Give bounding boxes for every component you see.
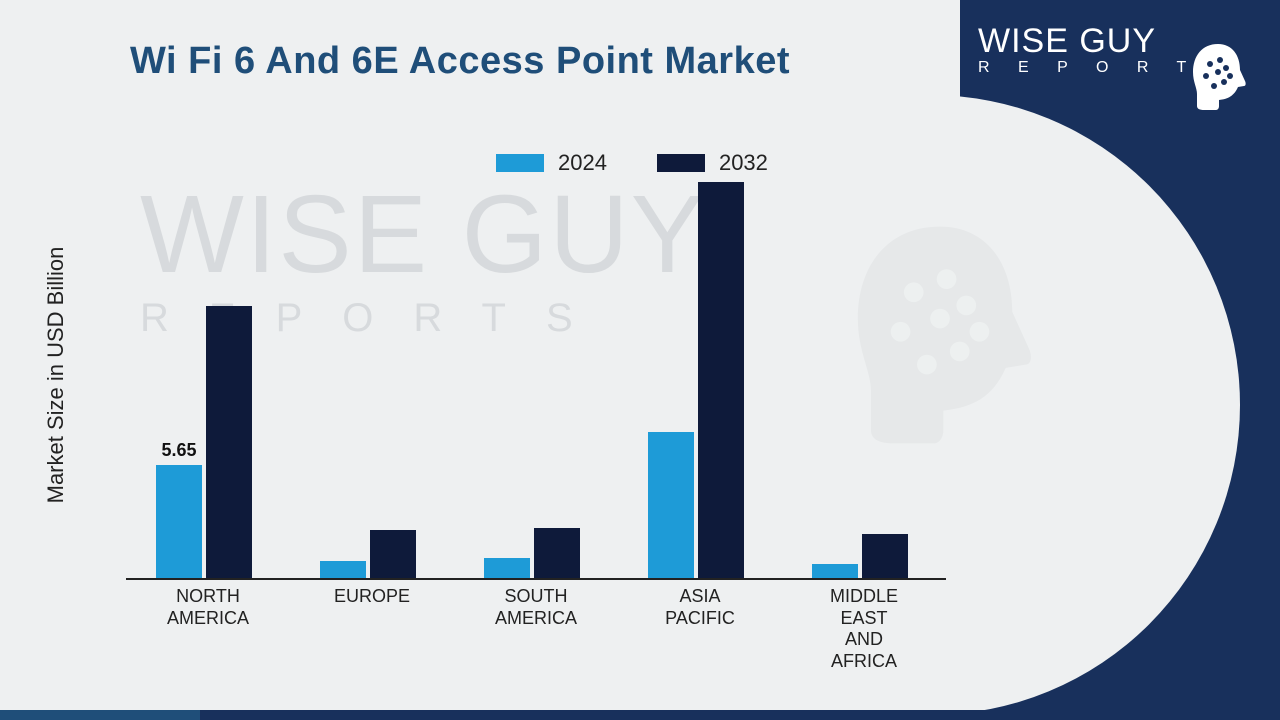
bar-2024 (320, 561, 366, 578)
brand-main-text: WISE GUY (978, 22, 1156, 61)
bar-2032 (370, 530, 416, 578)
figure-canvas: Wi Fi 6 And 6E Access Point Market WISE … (0, 0, 1280, 720)
legend-label-2032: 2032 (719, 150, 768, 176)
chart-title: Wi Fi 6 And 6E Access Point Market (130, 40, 790, 83)
bar-chart: Market Size in USD Billion 2024 2032 5.6… (66, 150, 946, 600)
bar-2024 (648, 432, 694, 578)
category-label: MIDDLEEASTANDAFRICA (782, 586, 946, 672)
y-axis-label: Market Size in USD Billion (43, 247, 69, 504)
plot-area: 5.65NORTHAMERICAEUROPESOUTHAMERICAASIAPA… (126, 180, 946, 580)
legend-swatch-2032 (657, 154, 705, 172)
bottom-strip-accent (0, 710, 200, 720)
bar-2024 (484, 558, 530, 578)
head-icon (1188, 42, 1248, 112)
bar-2024 (156, 465, 202, 578)
legend-label-2024: 2024 (558, 150, 607, 176)
category-label: NORTHAMERICA (126, 586, 290, 629)
legend-item-2024: 2024 (496, 150, 607, 176)
brand-logo: WISE GUY R E P O R T S (978, 22, 1258, 77)
bar-value-label: 5.65 (149, 440, 209, 461)
category-label: SOUTHAMERICA (454, 586, 618, 629)
legend-swatch-2024 (496, 154, 544, 172)
bar-2032 (534, 528, 580, 578)
category-label: ASIAPACIFIC (618, 586, 782, 629)
legend-item-2032: 2032 (657, 150, 768, 176)
bar-2032 (206, 306, 252, 578)
legend: 2024 2032 (496, 150, 768, 176)
bar-2032 (698, 182, 744, 578)
bar-2032 (862, 534, 908, 578)
bar-2024 (812, 564, 858, 578)
category-label: EUROPE (290, 586, 454, 608)
